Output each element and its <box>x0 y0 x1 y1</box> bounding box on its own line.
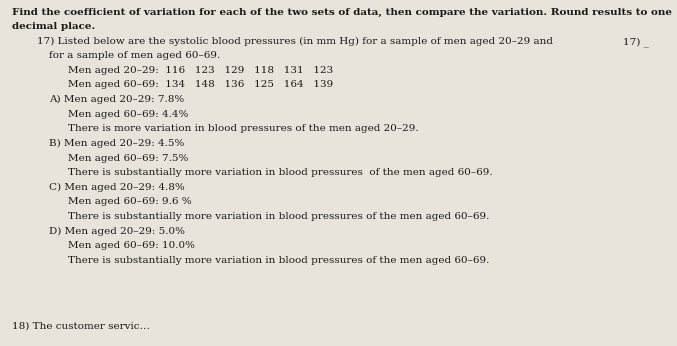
Text: C) Men aged 20–29: 4.8%: C) Men aged 20–29: 4.8% <box>49 183 185 192</box>
Text: Men aged 60–69: 7.5%: Men aged 60–69: 7.5% <box>68 154 188 163</box>
Text: Men aged 20–29:  116   123   129   118   131   123: Men aged 20–29: 116 123 129 118 131 123 <box>68 66 333 75</box>
Text: There is more variation in blood pressures of the men aged 20–29.: There is more variation in blood pressur… <box>68 124 418 133</box>
Text: Men aged 60–69:  134   148   136   125   164   139: Men aged 60–69: 134 148 136 125 164 139 <box>68 80 333 89</box>
Text: Men aged 60–69: 4.4%: Men aged 60–69: 4.4% <box>68 110 188 119</box>
Text: There is substantially more variation in blood pressures  of the men aged 60–69.: There is substantially more variation in… <box>68 168 492 177</box>
Text: decimal place.: decimal place. <box>12 22 95 31</box>
Text: B) Men aged 20–29: 4.5%: B) Men aged 20–29: 4.5% <box>49 139 184 148</box>
Text: Men aged 60–69: 9.6 %: Men aged 60–69: 9.6 % <box>68 197 192 206</box>
Text: A) Men aged 20–29: 7.8%: A) Men aged 20–29: 7.8% <box>49 95 184 104</box>
Text: Find the coefficient of variation for each of the two sets of data, then compare: Find the coefficient of variation for ea… <box>12 8 672 17</box>
Text: 17) Listed below are the systolic blood pressures (in mm Hg) for a sample of men: 17) Listed below are the systolic blood … <box>37 37 553 46</box>
Text: for a sample of men aged 60–69.: for a sample of men aged 60–69. <box>49 51 220 60</box>
Text: 17) _: 17) _ <box>623 37 649 47</box>
Text: 18) The customer servic…: 18) The customer servic… <box>12 322 150 331</box>
Text: D) Men aged 20–29: 5.0%: D) Men aged 20–29: 5.0% <box>49 227 185 236</box>
Text: There is substantially more variation in blood pressures of the men aged 60–69.: There is substantially more variation in… <box>68 256 489 265</box>
Text: Men aged 60–69: 10.0%: Men aged 60–69: 10.0% <box>68 241 195 250</box>
Text: There is substantially more variation in blood pressures of the men aged 60–69.: There is substantially more variation in… <box>68 212 489 221</box>
